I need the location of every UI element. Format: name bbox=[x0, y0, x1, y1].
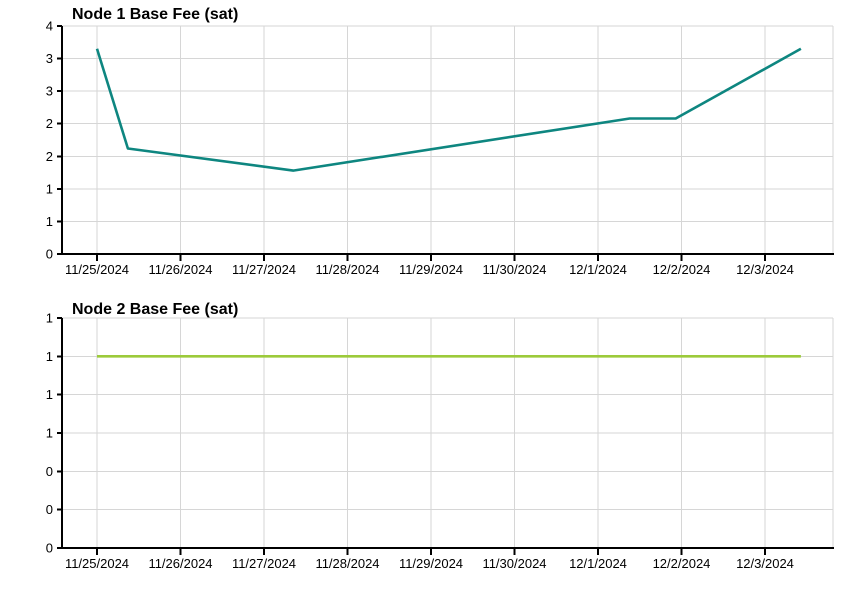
node2-base-fee-chart: 1 1 1 1 0 0 0 11/25/2024 11/26/2024 11/27/2024 11/… bbox=[0, 300, 860, 600]
x-tick-label: 12/1/2024 bbox=[569, 556, 627, 571]
y-tick-label: 0 bbox=[46, 464, 53, 479]
node2-chart-canvas: 1 1 1 1 0 0 0 11/25/2024 11/26/2024 11/27/2024 11/… bbox=[46, 301, 834, 571]
y-tick-label: 3 bbox=[46, 84, 53, 99]
x-tick-label: 12/3/2024 bbox=[736, 262, 794, 277]
x-tick-label: 11/25/2024 bbox=[65, 262, 129, 277]
x-tick-label: 11/27/2024 bbox=[232, 556, 296, 571]
node1-base-fee-chart: 4 3 3 2 2 1 1 0 11/25/2024 11/26/2024 11/27/2024 11… bbox=[46, 6, 834, 277]
y-tick-label: 0 bbox=[46, 247, 53, 262]
x-tick-label: 12/2/2024 bbox=[653, 556, 711, 571]
x-tick-label: 11/28/2024 bbox=[315, 556, 379, 571]
y-tick-label: 1 bbox=[46, 311, 53, 326]
y-tick-label: 3 bbox=[46, 51, 53, 66]
x-tick-label: 12/2/2024 bbox=[653, 262, 711, 277]
x-tick-label: 11/27/2024 bbox=[232, 262, 296, 277]
x-tick-label: 11/30/2024 bbox=[482, 262, 546, 277]
y-tick-label: 2 bbox=[46, 149, 53, 164]
x-tick-label: 11/25/2024 bbox=[65, 556, 129, 571]
x-tick-label: 12/3/2024 bbox=[736, 556, 794, 571]
x-tick-label: 11/29/2024 bbox=[399, 262, 463, 277]
y-tick-label: 1 bbox=[46, 387, 53, 402]
y-tick-label: 1 bbox=[46, 349, 53, 364]
x-tick-label: 11/26/2024 bbox=[148, 556, 212, 571]
x-tick-label: 11/30/2024 bbox=[482, 556, 546, 571]
y-tick-label: 0 bbox=[46, 541, 53, 556]
x-tick-label: 12/1/2024 bbox=[569, 262, 627, 277]
y-tick-label: 0 bbox=[46, 502, 53, 517]
x-tick-label: 11/26/2024 bbox=[148, 262, 212, 277]
y-tick-label: 1 bbox=[46, 181, 53, 196]
x-tick-label: 11/29/2024 bbox=[399, 556, 463, 571]
y-tick-label: 4 bbox=[46, 19, 53, 34]
base-fee-line-series bbox=[95, 47, 802, 172]
y-tick-label: 1 bbox=[46, 426, 53, 441]
node1-chart-canvas: 4 3 3 2 2 1 1 0 11/25/2024 11/26/2024 11/27/2024 11… bbox=[46, 6, 834, 277]
y-tick-label: 1 bbox=[46, 214, 53, 229]
chart-title: Node 2 Base Fee (sat) bbox=[72, 301, 238, 318]
y-tick-label: 2 bbox=[46, 116, 53, 131]
chart-title: Node 1 Base Fee (sat) bbox=[72, 6, 238, 23]
x-tick-label: 11/28/2024 bbox=[315, 262, 379, 277]
